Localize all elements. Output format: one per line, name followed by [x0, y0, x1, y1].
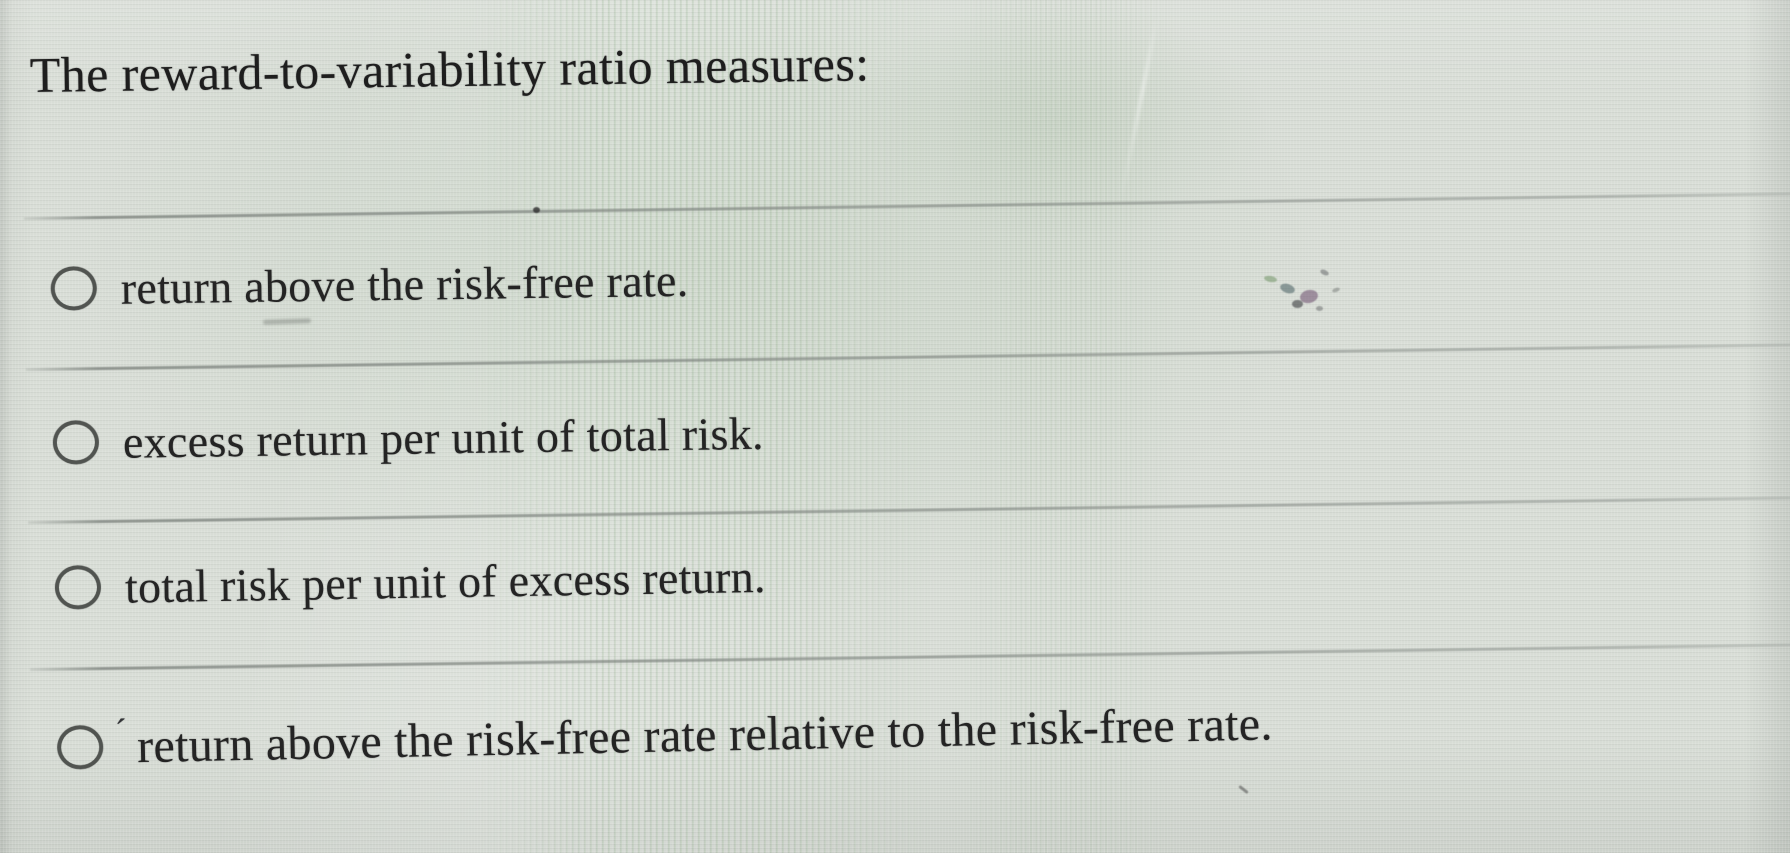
radio-button-unselected-icon[interactable]	[56, 724, 104, 770]
divider-line	[28, 496, 1790, 524]
divider-line	[25, 343, 1790, 371]
divider-line	[23, 192, 1790, 220]
radio-button-unselected-icon[interactable]	[50, 266, 98, 311]
answer-option-3-label[interactable]: total risk per unit of excess return.	[124, 550, 767, 613]
question-title: The reward-to-variability ratio measures…	[29, 35, 870, 103]
radio-button-unselected-icon[interactable]	[54, 564, 102, 610]
answer-option-4-label[interactable]: return above the risk-free rate relative…	[136, 696, 1274, 773]
radio-button-unselected-icon[interactable]	[52, 420, 100, 465]
answer-option-3[interactable]: total risk per unit of excess return.	[6, 527, 1790, 621]
stray-accent-mark: ´	[114, 711, 128, 752]
answer-option-2-label[interactable]: excess return per unit of total risk.	[122, 407, 765, 468]
divider-line	[30, 643, 1790, 671]
answer-option-4[interactable]: ´ return above the risk-free rate relati…	[9, 681, 1790, 781]
answer-option-2[interactable]: excess return per unit of total risk.	[4, 386, 1790, 475]
answer-option-1[interactable]: return above the risk-free rate.	[2, 232, 1790, 321]
answer-option-1-label[interactable]: return above the risk-free rate.	[120, 254, 689, 314]
